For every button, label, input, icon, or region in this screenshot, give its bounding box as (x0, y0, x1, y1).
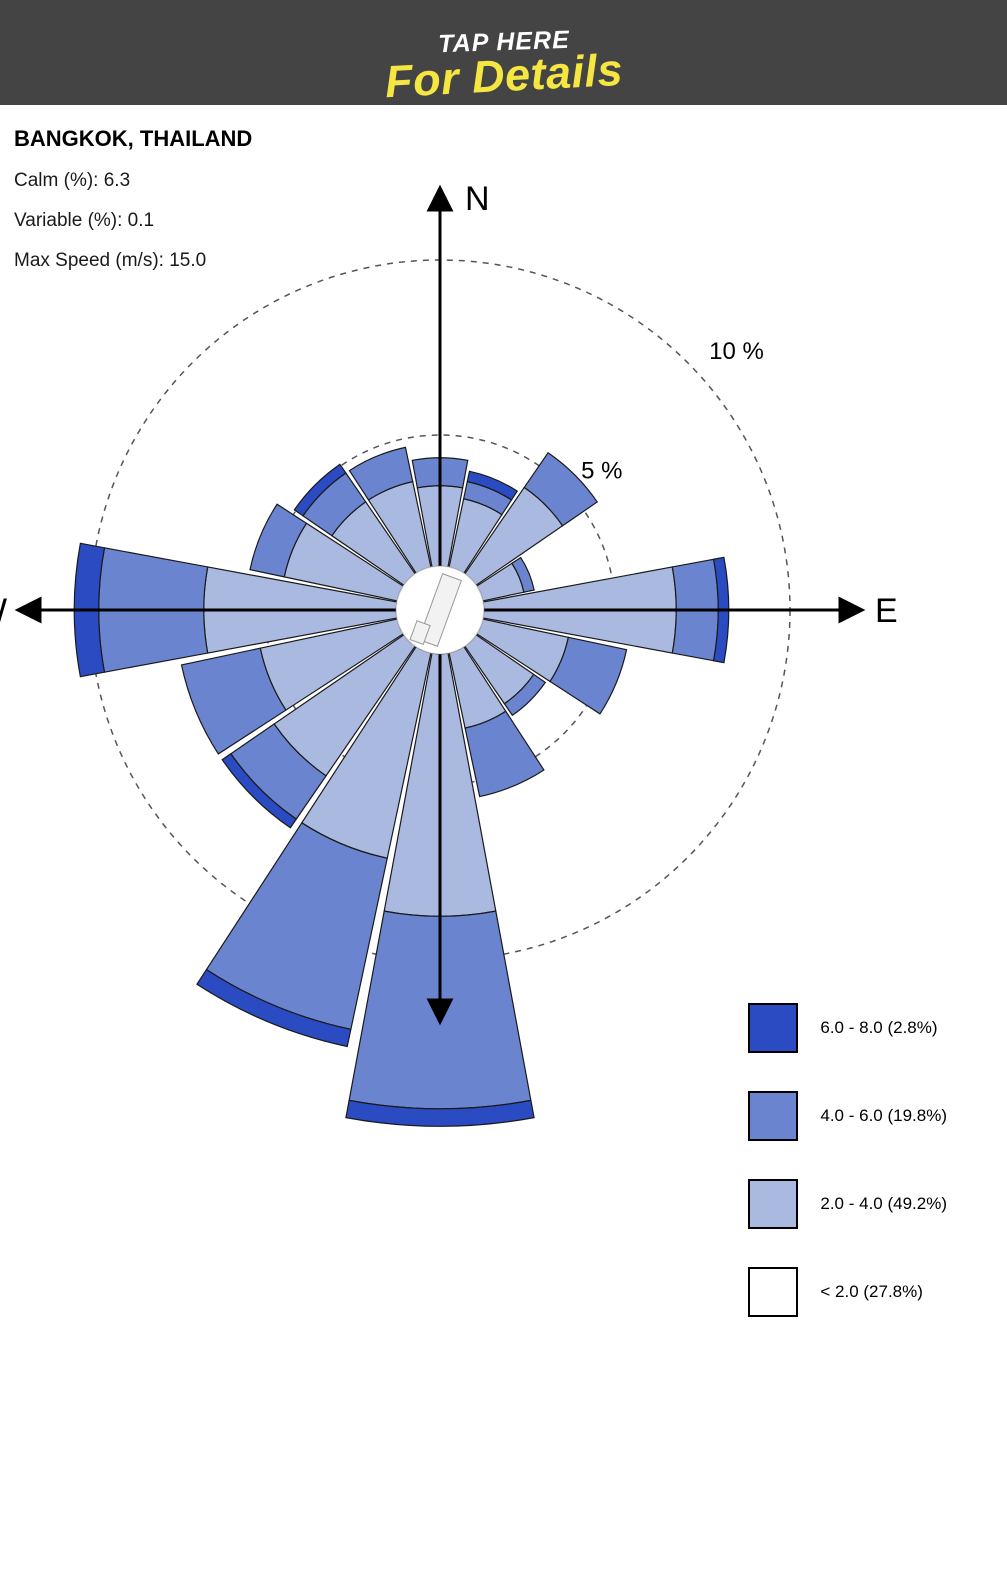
legend-label: < 2.0 (27.8%) (820, 1282, 923, 1302)
legend-label: 4.0 - 6.0 (19.8%) (820, 1106, 947, 1126)
legend-item: < 2.0 (27.8%) (748, 1267, 947, 1317)
for-details-text: For Details (383, 44, 623, 108)
legend-label: 6.0 - 8.0 (2.8%) (820, 1018, 937, 1038)
location-label: BANGKOK, THAILAND (14, 126, 252, 152)
legend-item: 2.0 - 4.0 (49.2%) (748, 1179, 947, 1229)
legend-swatch (748, 1179, 798, 1229)
cardinal-n: N (465, 180, 490, 219)
legend-item: 6.0 - 8.0 (2.8%) (748, 1003, 947, 1053)
legend-label: 2.0 - 4.0 (49.2%) (820, 1194, 947, 1214)
legend: 6.0 - 8.0 (2.8%) 4.0 - 6.0 (19.8%) 2.0 -… (748, 1003, 947, 1355)
promo-banner[interactable]: TAP HERE For Details (0, 0, 1007, 105)
svg-text:10 %: 10 % (709, 338, 764, 365)
legend-item: 4.0 - 6.0 (19.8%) (748, 1091, 947, 1141)
svg-text:5 %: 5 % (581, 457, 622, 484)
legend-swatch (748, 1091, 798, 1141)
legend-swatch (748, 1267, 798, 1317)
legend-swatch (748, 1003, 798, 1053)
cardinal-e: E (875, 592, 898, 631)
cardinal-w: W (0, 592, 7, 631)
